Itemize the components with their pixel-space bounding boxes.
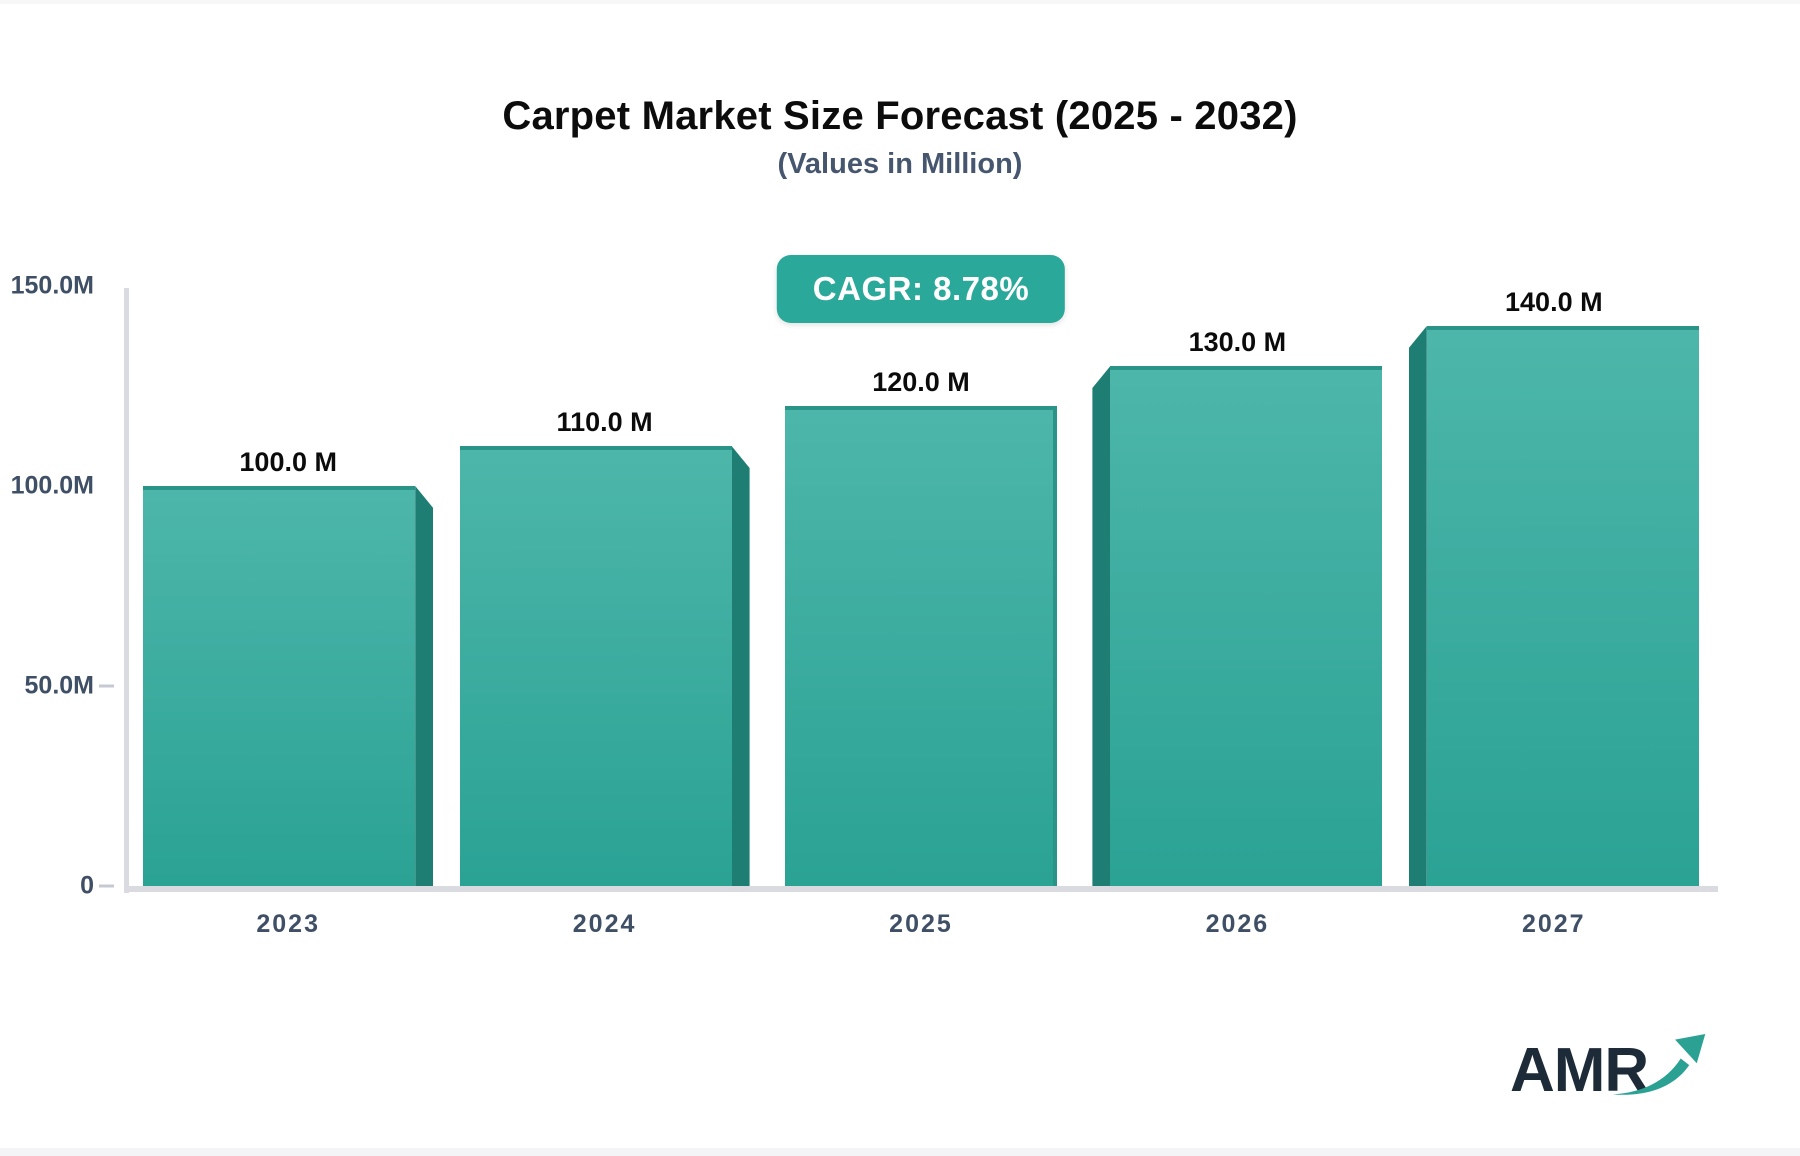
x-axis-label-2025: 2025 xyxy=(889,910,953,938)
amr-logo: AMR xyxy=(1510,1034,1706,1105)
x-axis-label-2026: 2026 xyxy=(1205,910,1270,938)
x-axis-label-2023: 2023 xyxy=(256,910,320,938)
bar-value-label: 140.0 M xyxy=(1505,287,1603,317)
bar-face[interactable] xyxy=(1110,366,1383,886)
bar-value-label: 110.0 M xyxy=(556,407,653,437)
plot-area: 150.0M 100.0M 50.0M 0 100.0 M 2023 110.0 M 2024… xyxy=(11,272,1718,938)
y-axis-tick-mark xyxy=(99,884,114,888)
y-axis-tick-label: 100.0M xyxy=(10,471,94,500)
cagr-badge-label: CAGR: 8.78% xyxy=(812,270,1030,307)
bar-2025[interactable]: 120.0 M xyxy=(785,367,1057,886)
y-axis-tick-label: 150.0M xyxy=(10,271,94,300)
bar-2027[interactable]: 140.0 M xyxy=(1408,287,1699,886)
x-axis-label-2027: 2027 xyxy=(1521,910,1586,938)
amr-logo-text: AMR xyxy=(1510,1036,1649,1105)
bar-3d-side xyxy=(415,486,434,886)
bar-value-label: 120.0 M xyxy=(872,367,970,397)
y-axis-tick-mark xyxy=(99,684,114,688)
bar-face[interactable] xyxy=(459,446,732,886)
growth-arrow-icon xyxy=(1612,1034,1706,1095)
chart-title: Carpet Market Size Forecast (2025 - 2032… xyxy=(502,94,1298,138)
x-axis-line xyxy=(124,886,1718,892)
y-axis-tick-label: 0 xyxy=(80,871,94,900)
bar-value-label: 100.0 M xyxy=(239,447,337,477)
bar-3d-side xyxy=(1408,326,1427,886)
top-edge-strip xyxy=(0,0,1800,4)
chart-subtitle: (Values in Million) xyxy=(777,148,1023,180)
bar-face[interactable] xyxy=(1426,326,1699,886)
x-axis-label-2024: 2024 xyxy=(572,910,637,938)
bar-2023[interactable]: 100.0 M xyxy=(143,447,434,886)
bar-3d-side xyxy=(731,446,750,886)
bar-3d-side xyxy=(1092,366,1111,886)
bar-2026[interactable]: 130.0 M xyxy=(1092,327,1383,886)
bar-face[interactable] xyxy=(785,406,1057,886)
bar-2024[interactable]: 110.0 M xyxy=(459,407,750,886)
y-axis-line xyxy=(124,288,129,893)
bar-face[interactable] xyxy=(143,486,416,886)
bar-value-label: 130.0 M xyxy=(1188,327,1287,357)
cagr-badge: CAGR: 8.78% xyxy=(776,255,1066,323)
bottom-edge-strip xyxy=(0,1148,1800,1156)
y-axis-tick-label: 50.0M xyxy=(24,671,94,700)
